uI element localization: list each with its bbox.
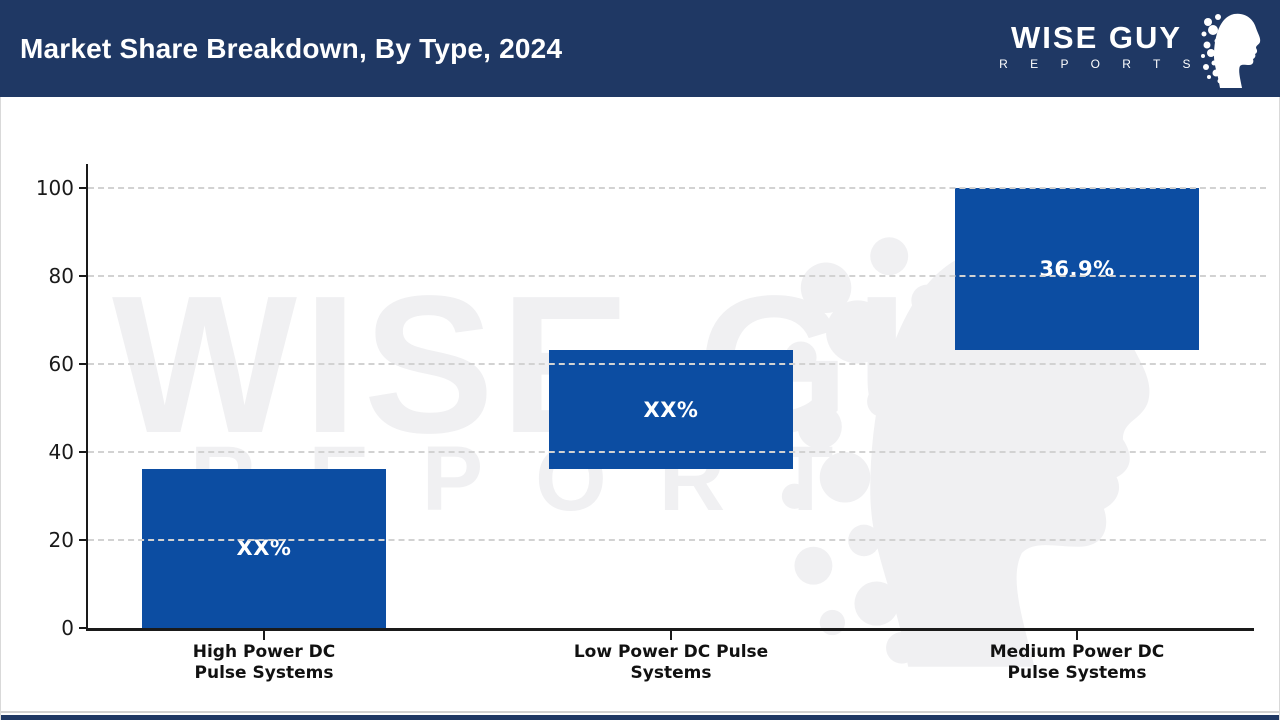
category-label: Low Power DC Pulse Systems — [573, 642, 769, 683]
gridline — [88, 275, 1266, 277]
y-tick-mark — [79, 627, 88, 629]
category-label: High Power DC Pulse Systems — [192, 642, 336, 683]
y-tick-mark — [79, 363, 88, 365]
x-tick-mark — [1076, 631, 1078, 640]
bottom-hairline — [0, 711, 1280, 713]
page-title: Market Share Breakdown, By Type, 2024 — [20, 32, 563, 64]
gridline — [88, 187, 1266, 189]
wiseguy-logo: WISE GUY R E P O R T S — [999, 8, 1262, 92]
y-tick-label: 100 — [35, 176, 74, 200]
x-tick-mark — [263, 631, 265, 640]
x-axis-line — [86, 628, 1254, 631]
logo-face-icon — [1201, 13, 1261, 88]
y-tick-mark — [79, 187, 88, 189]
bar: XX% — [142, 468, 386, 628]
y-tick-label: 40 — [48, 440, 74, 464]
plot: 0 20 40 60 80 100 XX% XX% 36.9% High Power DC Pul… — [0, 97, 1280, 713]
y-tick-label: 80 — [48, 264, 74, 288]
y-tick-label: 60 — [48, 352, 74, 376]
footer-bar — [0, 715, 1280, 720]
bar-value-label: XX% — [643, 397, 699, 422]
bar-value-label: 36.9% — [1039, 257, 1115, 282]
bar: XX% — [549, 350, 793, 469]
logo-wordmark: WISE GUY — [1011, 20, 1183, 55]
y-tick-mark — [79, 275, 88, 277]
y-tick-mark — [79, 539, 88, 541]
gridline — [88, 363, 1266, 365]
y-axis-line — [86, 164, 88, 630]
y-tick-label: 20 — [48, 528, 74, 552]
bar: 36.9% — [955, 188, 1199, 351]
frame-left-border — [0, 97, 1, 720]
header-bar: Market Share Breakdown, By Type, 2024 WI… — [0, 0, 1280, 97]
logo-text: WISE GUY R E P O R T S — [993, 20, 1200, 72]
gridline — [88, 539, 1266, 541]
y-tick-mark — [79, 451, 88, 453]
gridline — [88, 451, 1266, 453]
logo-subtitle: R E P O R T S — [999, 57, 1200, 71]
category-label: Medium Power DC Pulse Systems — [989, 642, 1165, 683]
x-tick-mark — [670, 631, 672, 640]
y-tick-label: 0 — [61, 616, 74, 640]
chart-area: WISE GUY REPORTS 0 20 40 60 80 100 XX% XX% 36.9%… — [0, 97, 1280, 713]
